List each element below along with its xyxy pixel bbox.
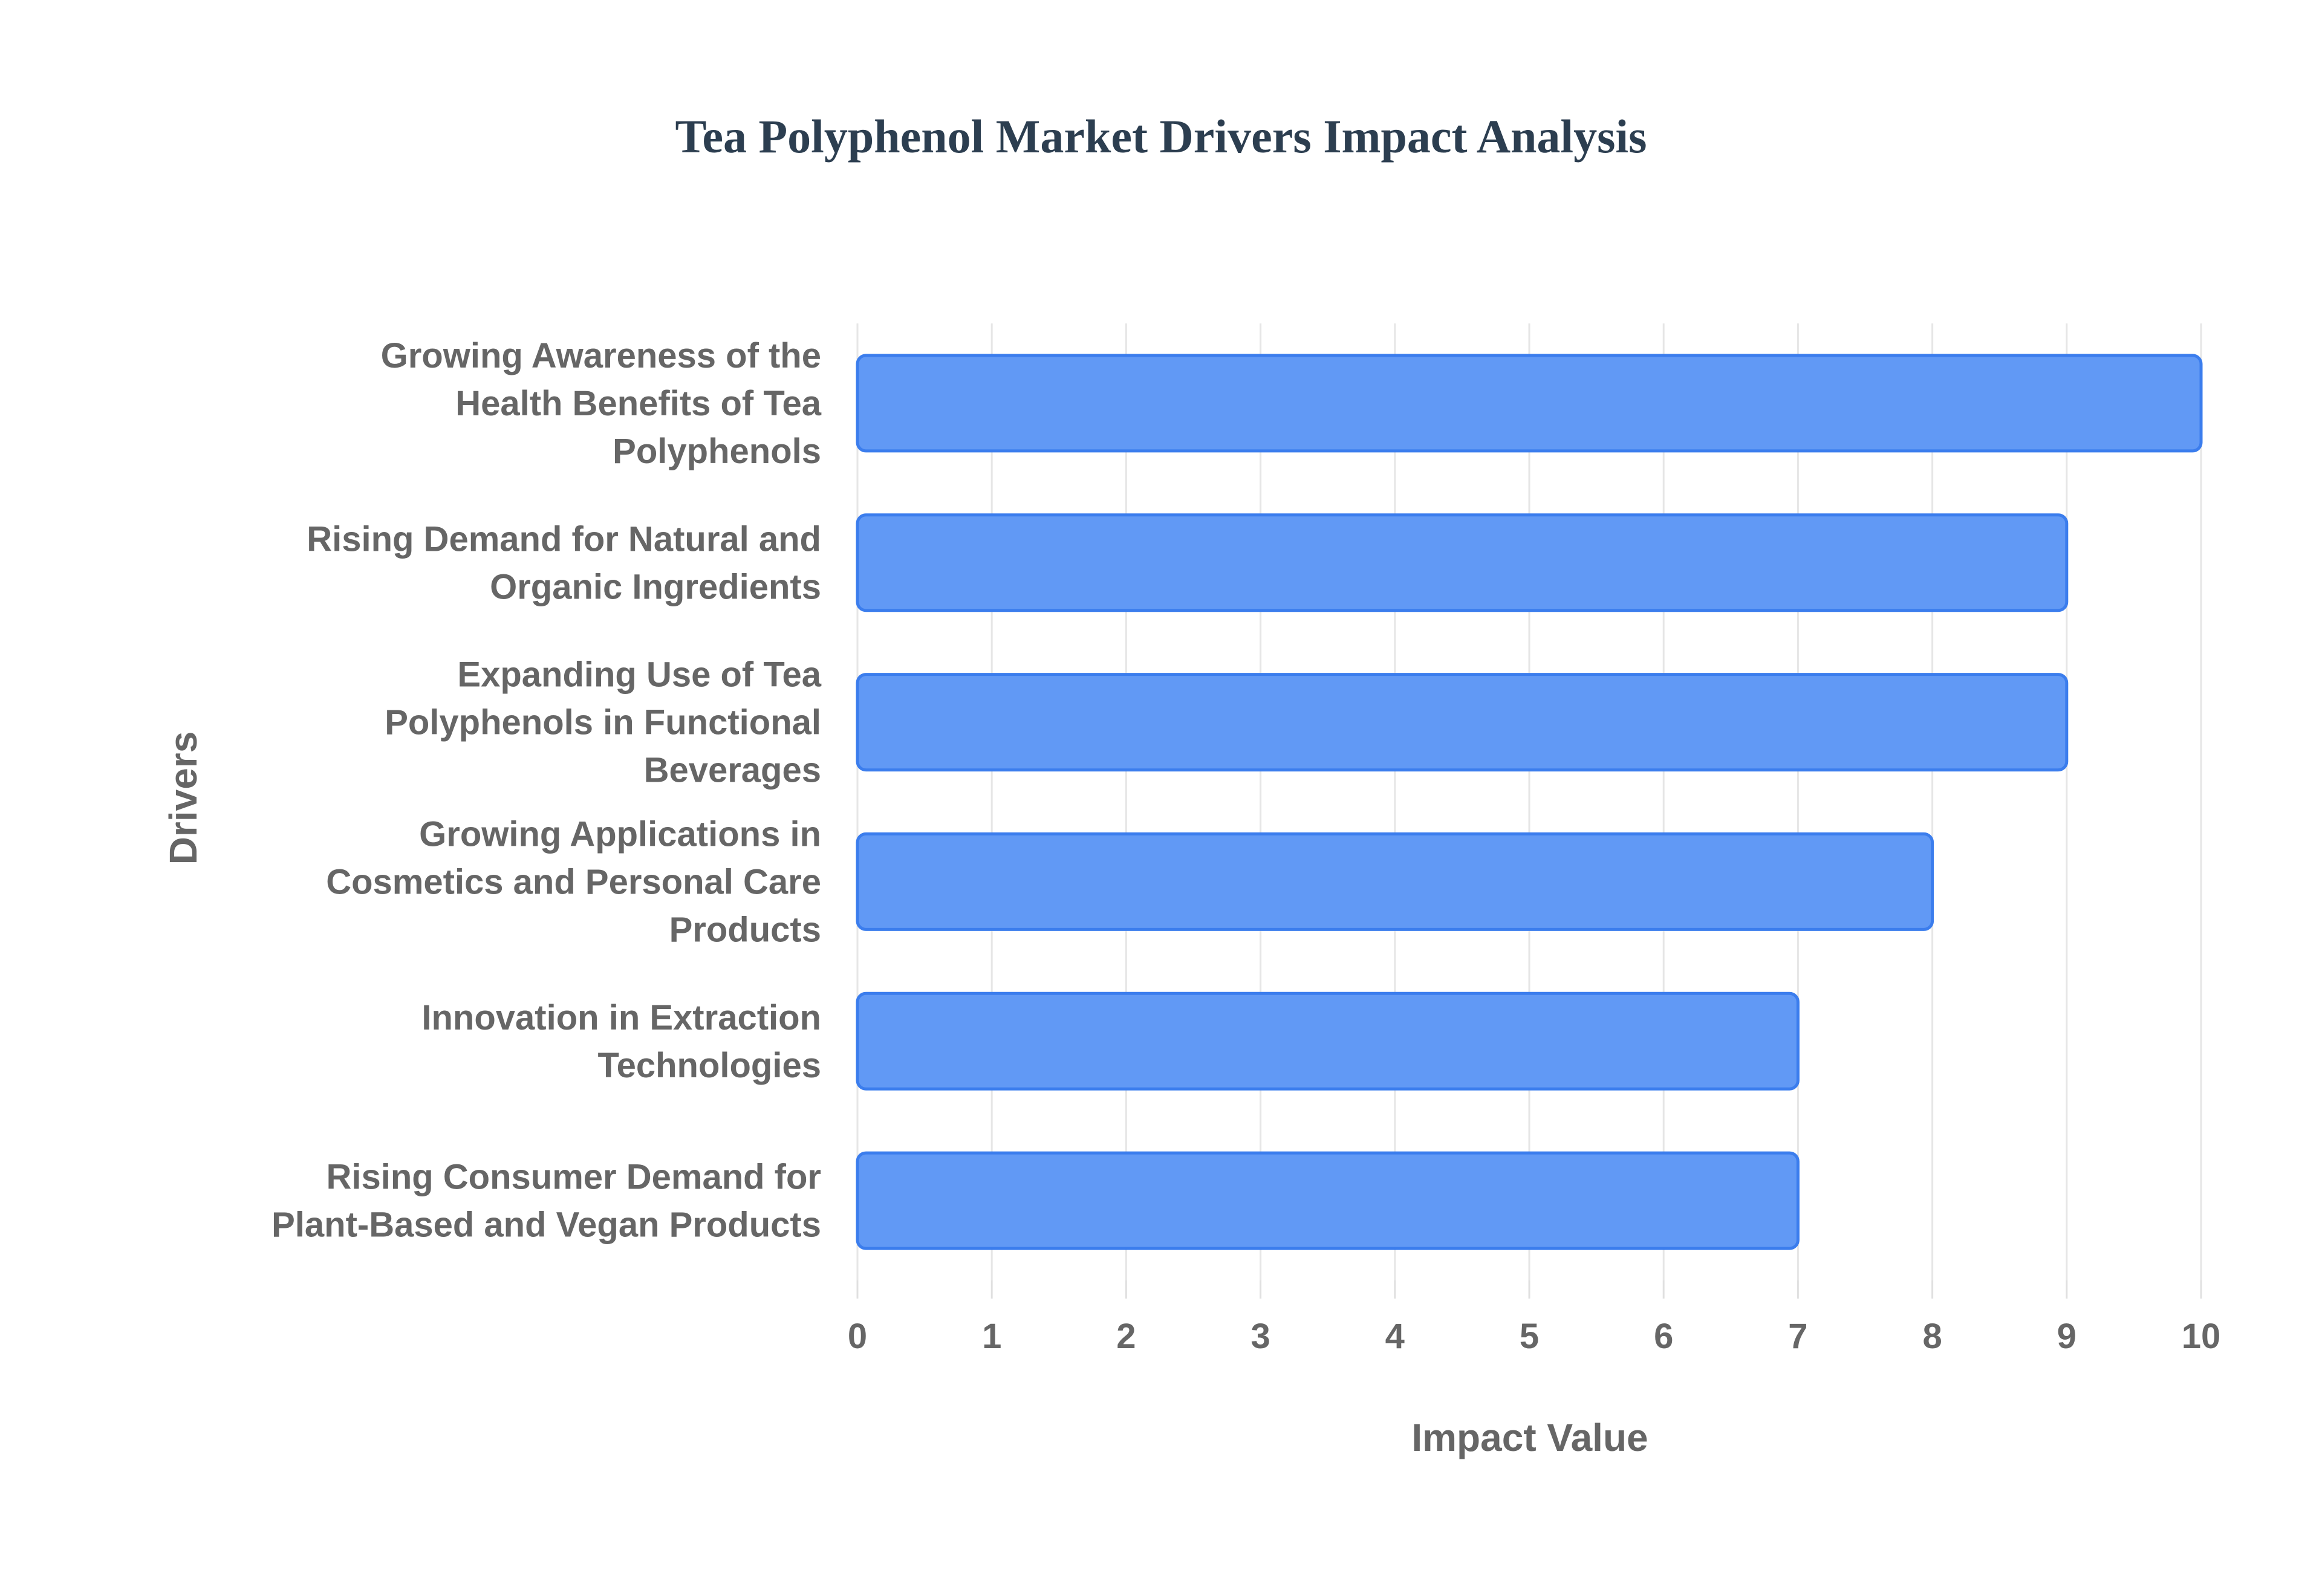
category-label: Cosmetics and Personal Care: [326, 862, 821, 901]
grid: [856, 323, 2202, 1280]
category-label: Innovation in Extraction: [421, 998, 821, 1037]
category-label: Growing Awareness of the: [381, 336, 821, 375]
category-label: Technologies: [597, 1046, 821, 1085]
category-label: Plant-Based and Vegan Products: [272, 1205, 821, 1245]
category-label: Growing Applications in: [419, 814, 821, 854]
y-axis-title: Drivers: [161, 731, 205, 865]
x-tick-label: 8: [1922, 1317, 1942, 1356]
x-tick-label: 3: [1250, 1317, 1270, 1356]
category-label: Rising Consumer Demand for: [326, 1158, 821, 1197]
x-tick-label: 10: [2182, 1317, 2221, 1356]
x-axis-title: Impact Value: [1411, 1416, 1648, 1459]
category-label: Beverages: [644, 751, 821, 790]
x-tick-label: 0: [848, 1317, 867, 1356]
bar: [856, 513, 2069, 612]
x-tick-label: 2: [1116, 1317, 1136, 1356]
category-label: Health Benefits of Tea: [455, 384, 822, 423]
bar: [856, 354, 2203, 453]
x-tick-label: 4: [1385, 1317, 1405, 1356]
category-label: Polyphenols in Functional: [385, 703, 821, 742]
chart-title: Tea Polyphenol Market Drivers Impact Ana…: [675, 110, 1647, 163]
x-tick-label: 6: [1654, 1317, 1673, 1356]
category-label: Rising Demand for Natural and: [307, 519, 821, 559]
bar: [856, 832, 1934, 931]
x-tick-label: 5: [1520, 1317, 1539, 1356]
x-tick-label: 1: [982, 1317, 1001, 1356]
bar: [856, 673, 2069, 772]
category-labels: Growing Awareness of the Health Benefits …: [272, 336, 822, 1245]
bars: [856, 354, 2203, 1250]
category-label: Products: [669, 910, 821, 949]
bar: [856, 1151, 1800, 1250]
x-tick-label: 9: [2057, 1317, 2076, 1356]
bar: [856, 991, 1800, 1091]
category-label: Organic Ingredients: [490, 567, 821, 606]
category-label: Polyphenols: [613, 432, 821, 471]
category-label: Expanding Use of Tea: [457, 655, 821, 695]
x-axis-ticks: 0 1 2 3 4 5 6 7 8 9 10: [848, 1280, 2220, 1356]
x-tick-label: 7: [1788, 1317, 1807, 1356]
